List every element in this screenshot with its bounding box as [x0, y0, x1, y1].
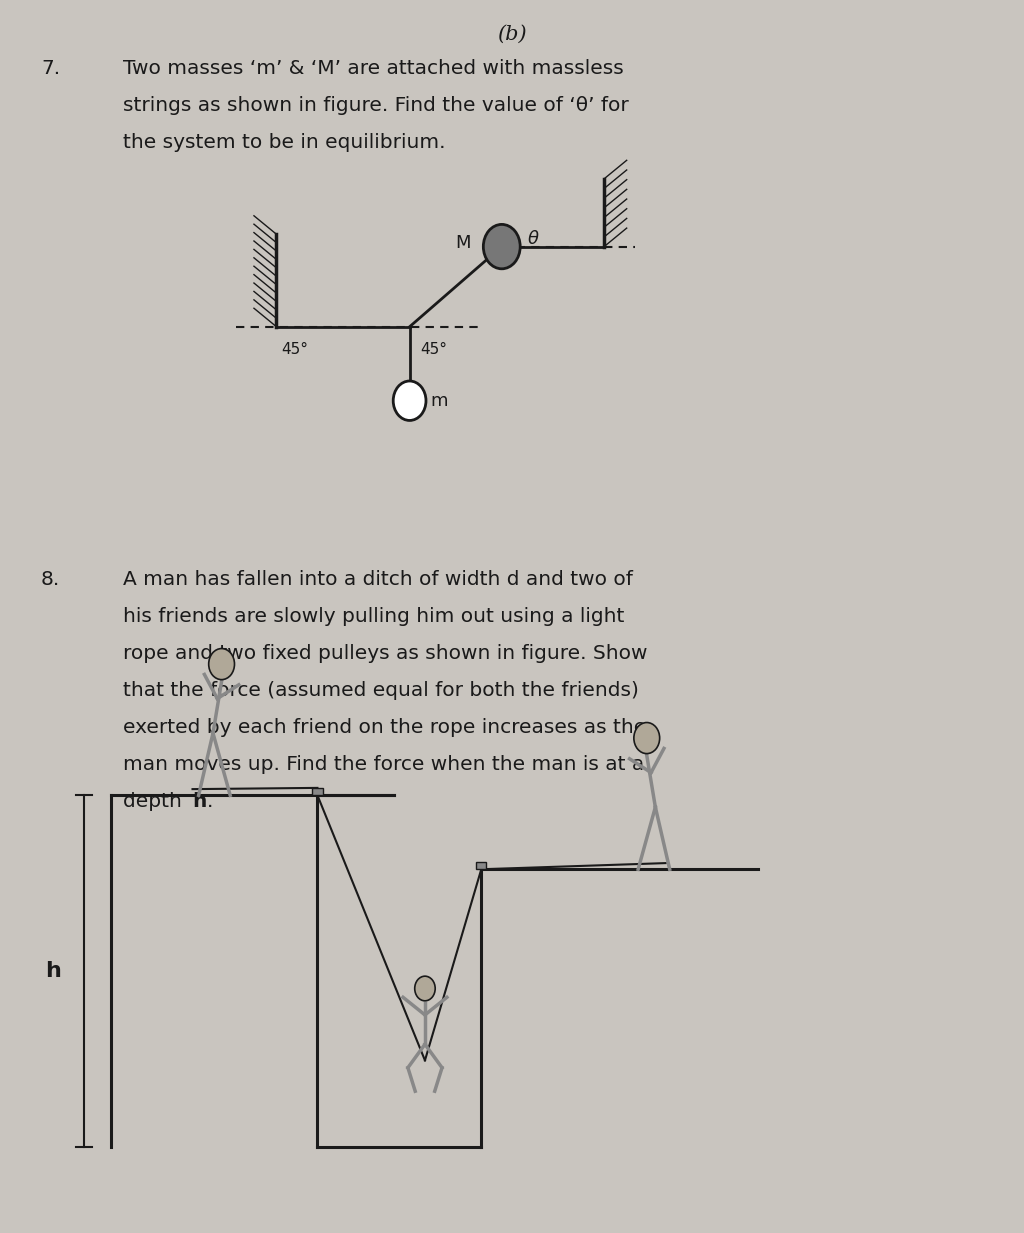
- Text: M: M: [456, 234, 471, 252]
- Text: .: .: [207, 792, 213, 810]
- Text: that the force (assumed equal for both the friends): that the force (assumed equal for both t…: [123, 681, 639, 699]
- Text: (b): (b): [498, 25, 526, 43]
- Text: Two masses ‘m’ & ‘M’ are attached with massless: Two masses ‘m’ & ‘M’ are attached with m…: [123, 59, 624, 78]
- Text: exerted by each friend on the rope increases as the: exerted by each friend on the rope incre…: [123, 718, 646, 736]
- Text: h: h: [45, 961, 61, 981]
- Text: 8.: 8.: [41, 570, 60, 588]
- Text: θ: θ: [527, 231, 539, 248]
- Text: strings as shown in figure. Find the value of ‘θ’ for: strings as shown in figure. Find the val…: [123, 96, 629, 115]
- Text: man moves up. Find the force when the man is at a: man moves up. Find the force when the ma…: [123, 755, 644, 773]
- Circle shape: [393, 381, 426, 420]
- Bar: [476, 862, 486, 869]
- Text: h: h: [193, 792, 207, 810]
- Circle shape: [483, 224, 520, 269]
- Text: depth: depth: [123, 792, 188, 810]
- Text: 45°: 45°: [282, 342, 308, 356]
- Text: rope and two fixed pulleys as shown in figure. Show: rope and two fixed pulleys as shown in f…: [123, 644, 647, 662]
- Circle shape: [209, 649, 234, 679]
- Text: the system to be in equilibrium.: the system to be in equilibrium.: [123, 133, 445, 152]
- Text: m: m: [430, 392, 447, 409]
- Circle shape: [634, 723, 659, 753]
- Circle shape: [415, 977, 435, 1001]
- Text: his friends are slowly pulling him out using a light: his friends are slowly pulling him out u…: [123, 607, 625, 625]
- Text: 7.: 7.: [41, 59, 60, 78]
- Text: A man has fallen into a ditch of width d and two of: A man has fallen into a ditch of width d…: [123, 570, 633, 588]
- Bar: [312, 788, 323, 795]
- Text: 45°: 45°: [420, 342, 446, 356]
